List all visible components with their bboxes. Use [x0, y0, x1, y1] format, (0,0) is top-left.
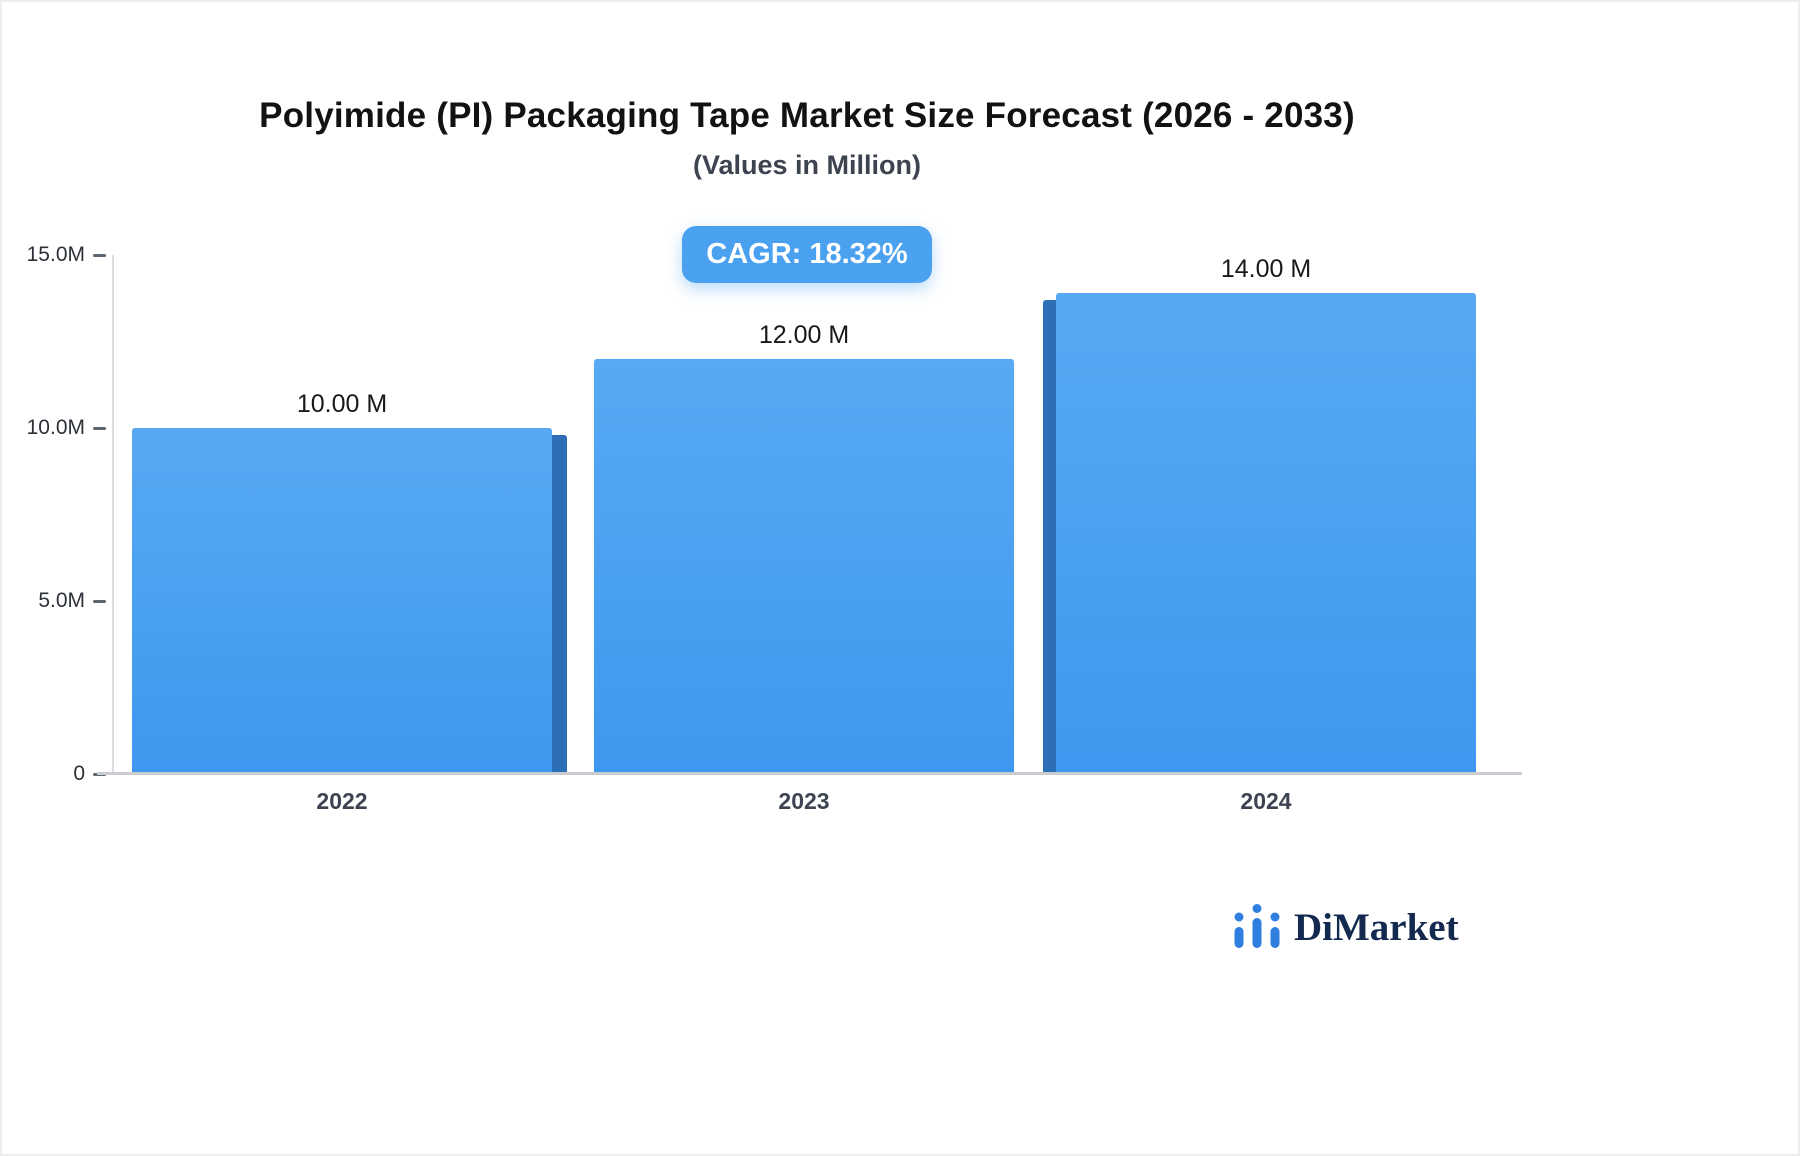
bar-group-2024: 14.00 M — [1043, 255, 1476, 774]
x-label-2024: 2024 — [1240, 788, 1292, 814]
bar-2022 — [132, 428, 567, 774]
y-tick-label: 15.0M — [26, 243, 85, 266]
y-tick-label: 0 — [73, 762, 85, 785]
plot-area: 10.00 M 12.00 M 14.00 M — [114, 255, 1522, 774]
tick-mark — [93, 426, 106, 430]
y-axis-tick: 5.0M — [2, 589, 106, 613]
x-label-2022: 2022 — [316, 788, 368, 814]
y-tick-label: 5.0M — [38, 589, 85, 612]
y-axis-tick: 0 — [2, 762, 106, 786]
cagr-badge: CAGR: 18.32% — [682, 226, 932, 283]
y-axis-tick: 10.0M — [2, 416, 106, 440]
y-tick-label: 10.0M — [26, 416, 85, 439]
bar-value-label: 10.00 M — [296, 390, 388, 418]
bar-2023 — [594, 358, 1014, 774]
bar-group-2023: 12.00 M — [594, 255, 1014, 774]
brand-name: DiMarket — [1294, 905, 1459, 949]
tick-mark — [93, 599, 106, 603]
bar-value-label: 12.00 M — [758, 320, 850, 349]
bar-value-label: 14.00 M — [1220, 255, 1312, 283]
x-label-2023: 2023 — [778, 788, 830, 814]
y-axis-line — [112, 255, 114, 774]
chart-subtitle: (Values in Million) — [692, 150, 922, 180]
x-axis-labels: 2022 2023 2024 — [114, 788, 1522, 815]
brand-logo: DiMarket — [1230, 902, 1459, 952]
tick-mark — [93, 253, 106, 257]
bar-2024 — [1043, 293, 1476, 774]
y-axis-tick: 15.0M — [2, 243, 106, 267]
bar-chart-icon — [1234, 904, 1280, 948]
bar-group-2022: 10.00 M — [132, 255, 567, 774]
x-axis-line — [97, 772, 1522, 775]
chart-title: Polyimide (PI) Packaging Tape Market Siz… — [259, 96, 1355, 135]
